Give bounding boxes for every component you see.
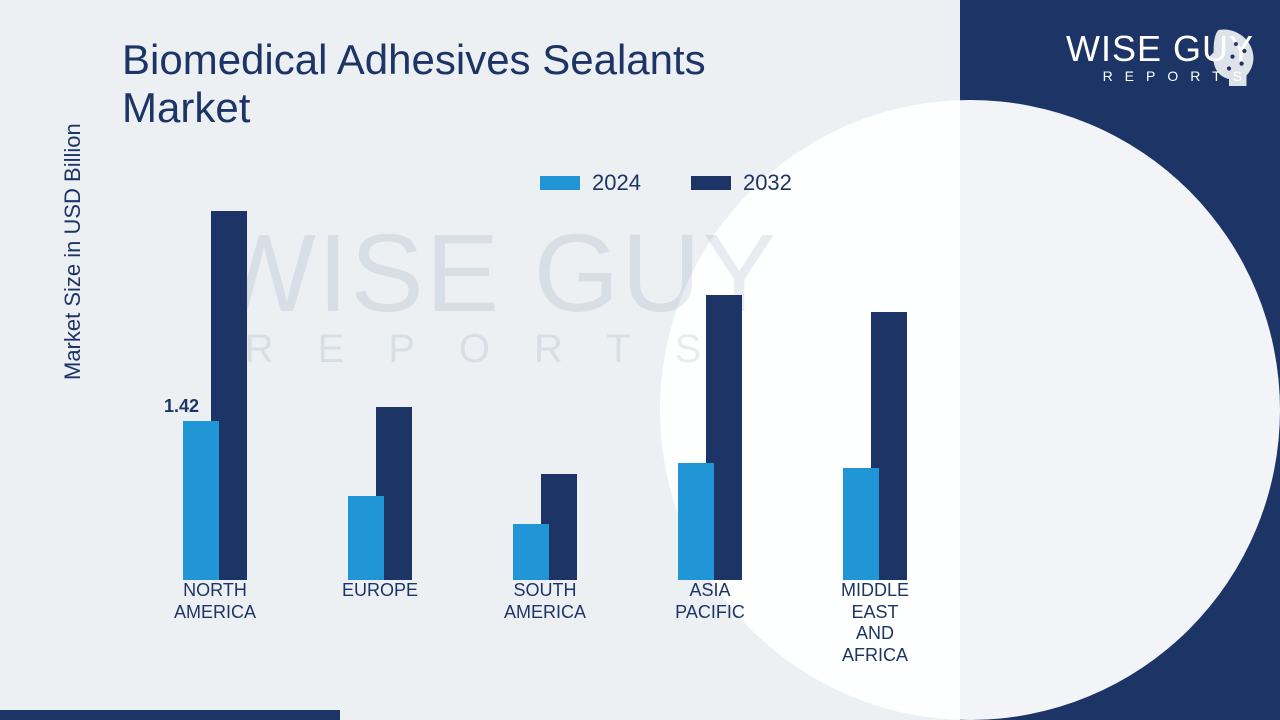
legend: 2024 2032 xyxy=(540,170,792,196)
bar-2024 xyxy=(843,468,879,580)
x-axis-label: MIDDLEEASTANDAFRICA xyxy=(810,580,940,666)
bar-2024 xyxy=(513,524,549,580)
bar-group xyxy=(335,407,425,580)
x-axis-label: NORTHAMERICA xyxy=(150,580,280,623)
bar-value-label: 1.42 xyxy=(164,396,199,417)
bar-2024 xyxy=(678,463,714,580)
brand-logo: WISE GUY REPORTS xyxy=(1066,28,1254,84)
bar-2024 xyxy=(183,421,219,580)
bar-group xyxy=(665,295,755,580)
y-axis-label: Market Size in USD Billion xyxy=(60,123,86,380)
x-axis-label: EUROPE xyxy=(315,580,445,602)
legend-item-2032: 2032 xyxy=(691,170,792,196)
legend-item-2024: 2024 xyxy=(540,170,641,196)
bar-group xyxy=(500,474,590,580)
bar-2024 xyxy=(348,496,384,580)
legend-swatch-2024 xyxy=(540,176,580,190)
bottom-accent-bar xyxy=(0,710,340,720)
x-axis-label: ASIAPACIFIC xyxy=(645,580,775,623)
bar-chart: 1.42 xyxy=(120,200,970,580)
legend-swatch-2032 xyxy=(691,176,731,190)
bar-group: 1.42 xyxy=(170,211,260,580)
chart-title: Biomedical Adhesives Sealants Market xyxy=(122,36,842,133)
brain-head-icon xyxy=(1194,23,1264,93)
x-axis-labels: NORTHAMERICA EUROPE SOUTHAMERICA ASIAPACIFI… xyxy=(150,580,1000,700)
legend-label-2032: 2032 xyxy=(743,170,792,196)
plot-area: 1.42 xyxy=(150,200,970,580)
legend-label-2024: 2024 xyxy=(592,170,641,196)
x-axis-label: SOUTHAMERICA xyxy=(480,580,610,623)
bar-group xyxy=(830,312,920,580)
